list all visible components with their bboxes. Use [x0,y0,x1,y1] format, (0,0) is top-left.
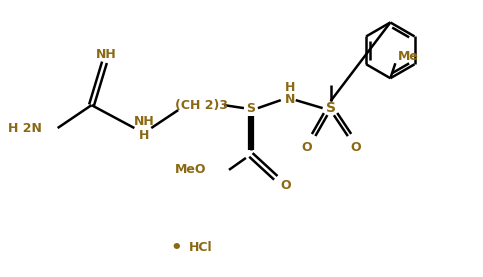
Text: H: H [139,129,150,142]
Text: H: H [284,81,295,94]
Text: •: • [170,238,182,257]
Text: HCl: HCl [189,241,213,254]
Text: (CH 2)3: (CH 2)3 [174,99,227,112]
Text: N: N [284,93,295,106]
Text: O: O [350,142,361,155]
Text: S: S [246,102,256,115]
Text: Me: Me [398,50,419,63]
Text: NH: NH [134,115,155,128]
Text: O: O [301,142,312,155]
Text: NH: NH [96,48,117,61]
Text: O: O [281,179,291,192]
Text: MeO: MeO [174,163,206,176]
Text: H 2N: H 2N [8,122,42,135]
Text: S: S [326,101,336,115]
